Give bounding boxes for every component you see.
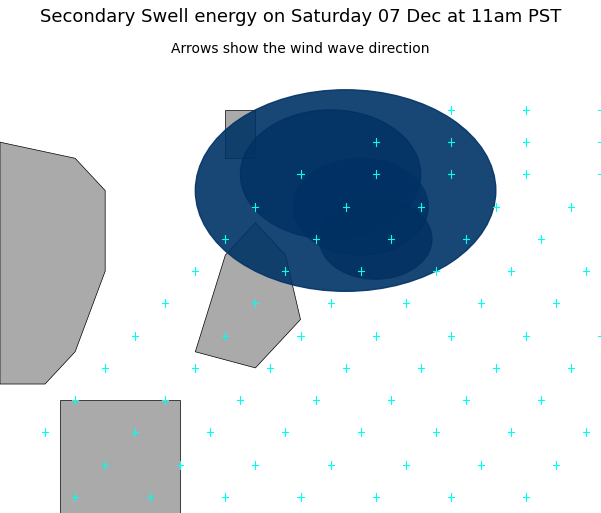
Ellipse shape [293,159,429,255]
Text: Secondary Swell energy on Saturday 07 Dec at 11am PST: Secondary Swell energy on Saturday 07 De… [40,8,561,26]
Polygon shape [225,110,255,159]
Polygon shape [60,400,180,513]
Ellipse shape [319,199,432,279]
Ellipse shape [240,110,421,239]
Polygon shape [0,142,105,384]
Text: Arrows show the wind wave direction: Arrows show the wind wave direction [171,42,430,56]
Polygon shape [195,223,300,368]
Ellipse shape [195,90,496,291]
